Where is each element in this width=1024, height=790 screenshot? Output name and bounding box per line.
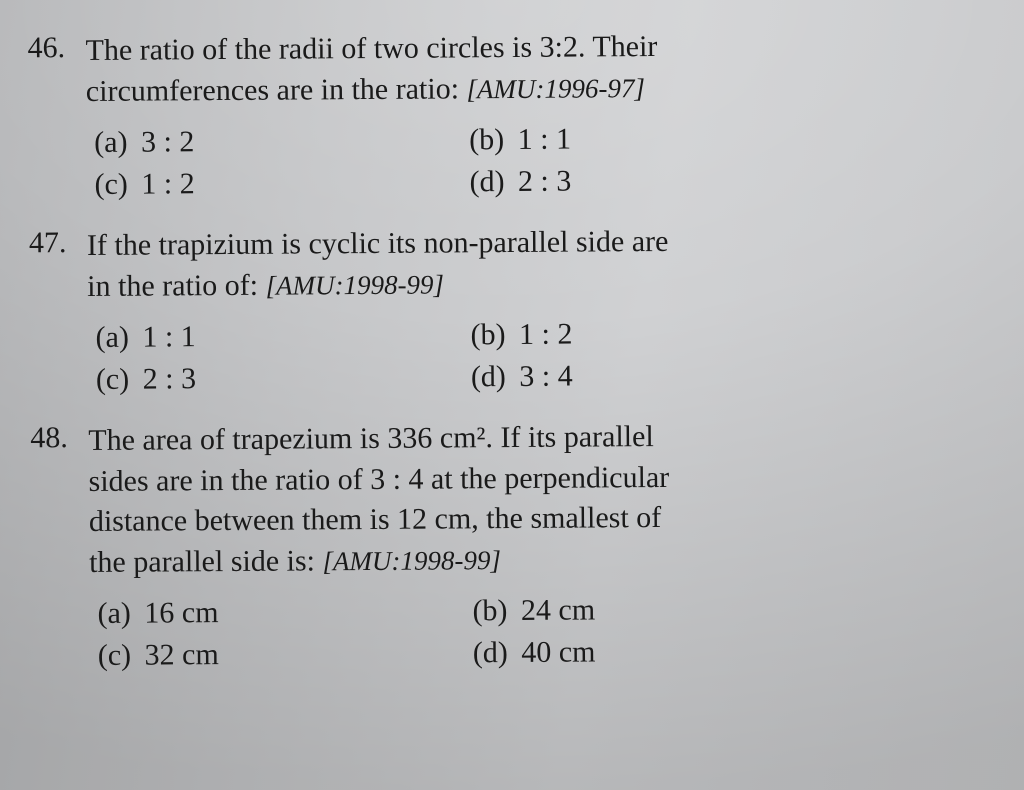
question-46: 46 The ratio of the radii of two circles… (85, 25, 982, 202)
option-value-b: 24 cm (521, 593, 595, 627)
option-c: (c) 1 : 2 (94, 166, 439, 202)
option-value-c: 32 cm (144, 638, 218, 672)
option-a: (a) 3 : 2 (94, 124, 439, 160)
option-value-d: 40 cm (521, 635, 595, 669)
option-value-a: 1 : 1 (142, 320, 196, 353)
option-label-d: (d) (469, 165, 504, 198)
option-b: (b) 1 : 1 (469, 121, 814, 157)
option-value-d: 2 : 3 (518, 165, 572, 198)
option-label-c: (c) (98, 639, 132, 672)
options-grid: (a) 3 : 2 (b) 1 : 1 (c) 1 : 2 (d) 2 : 3 (94, 121, 815, 202)
option-c: (c) 32 cm (98, 636, 443, 672)
question-mid2: distance between them is 12 cm, the smal… (89, 496, 985, 543)
question-number: 47 (29, 226, 67, 260)
scanned-page: 46 The ratio of the radii of two circles… (0, 0, 1024, 790)
question-source: [AMU:1996-97] (466, 73, 645, 104)
options-grid: (a) 16 cm (b) 24 cm (c) 32 cm (d) 40 cm (97, 592, 818, 673)
option-label-b: (b) (470, 318, 505, 351)
question-number: 48 (30, 421, 68, 455)
option-b: (b) 24 cm (472, 592, 817, 628)
option-value-b: 1 : 1 (518, 123, 572, 156)
option-d: (d) 40 cm (473, 634, 818, 670)
question-text: The area of trapezium is 336 cm². If its… (88, 415, 985, 583)
option-d: (d) 3 : 4 (471, 358, 816, 394)
option-label-b: (b) (469, 123, 504, 156)
option-d: (d) 2 : 3 (469, 163, 814, 199)
option-label-a: (a) (97, 597, 131, 630)
question-source: [AMU:1998-99] (265, 269, 444, 300)
option-value-d: 3 : 4 (519, 360, 573, 393)
question-number: 46 (27, 31, 65, 65)
option-c: (c) 2 : 3 (96, 360, 441, 396)
option-value-a: 3 : 2 (141, 125, 195, 158)
question-source: [AMU:1998-99] (322, 545, 501, 576)
question-47: 47 If the trapizium is cyclic its non-pa… (87, 220, 984, 397)
question-text: The ratio of the radii of two circles is… (85, 25, 982, 112)
question-mid1: sides are in the ratio of 3 : 4 at the p… (88, 455, 984, 502)
option-label-c: (c) (96, 363, 130, 396)
option-value-c: 2 : 3 (143, 362, 197, 395)
option-label-d: (d) (473, 636, 508, 669)
option-label-b: (b) (472, 594, 507, 627)
option-label-a: (a) (94, 126, 128, 159)
option-b: (b) 1 : 2 (470, 316, 815, 352)
option-label-d: (d) (471, 360, 506, 393)
question-line2: the parallel side is: (89, 544, 315, 579)
option-label-c: (c) (94, 168, 128, 201)
question-line1: If the trapizium is cyclic its non-paral… (87, 225, 669, 262)
option-value-b: 1 : 2 (519, 318, 573, 351)
option-a: (a) 1 : 1 (95, 318, 440, 354)
options-grid: (a) 1 : 1 (b) 1 : 2 (c) 2 : 3 (d) 3 : 4 (95, 316, 816, 397)
option-value-c: 1 : 2 (141, 167, 195, 200)
option-a: (a) 16 cm (97, 594, 442, 630)
question-48: 48 The area of trapezium is 336 cm². If … (88, 415, 986, 673)
question-line2: in the ratio of: (87, 268, 258, 302)
option-value-a: 16 cm (144, 596, 218, 630)
question-text: If the trapizium is cyclic its non-paral… (87, 220, 984, 307)
option-label-a: (a) (95, 321, 129, 354)
question-line1: The ratio of the radii of two circles is… (85, 30, 657, 67)
question-line2: circumferences are in the ratio: (86, 72, 459, 108)
question-line1: The area of trapezium is 336 cm². If its… (88, 420, 654, 457)
